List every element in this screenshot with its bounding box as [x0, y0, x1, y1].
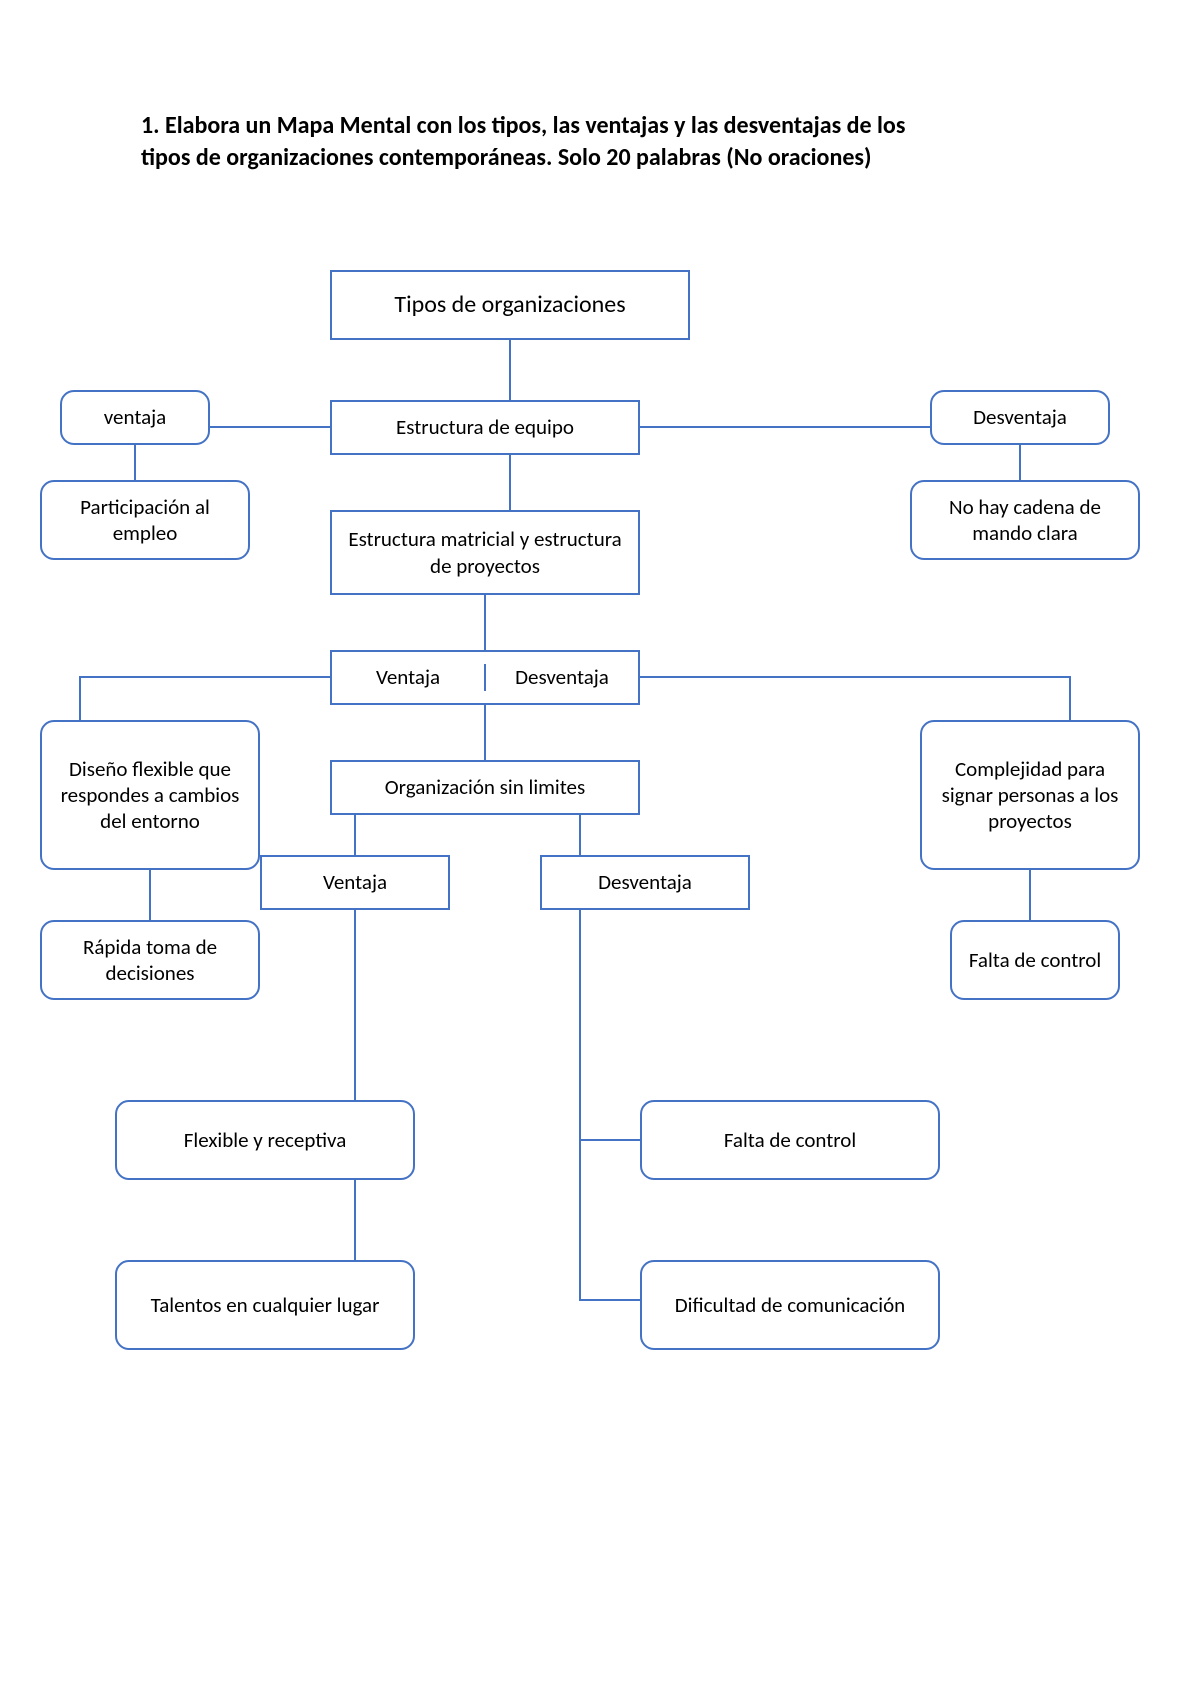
node-n_ventaja1: ventaja: [60, 390, 210, 445]
node-n_desventaja3: Desventaja: [540, 855, 750, 910]
connector: [580, 910, 640, 1300]
node-n_faltactrl3: Falta de control: [640, 1100, 940, 1180]
page-title: 1. Elabora un Mapa Mental con los tipos,…: [141, 110, 921, 175]
node-n_flexrecep: Flexible y receptiva: [115, 1100, 415, 1180]
node-n_talentos: Talentos en cualquier lugar: [115, 1260, 415, 1350]
node-n_diseno: Diseño flexible que respondes a cambios …: [40, 720, 260, 870]
node-n_rapida: Rápida toma de decisiones: [40, 920, 260, 1000]
node-n_equipo: Estructura de equipo: [330, 400, 640, 455]
node-n_vd_split: VentajaDesventaja: [330, 650, 640, 705]
node-n_nocadena: No hay cadena de mando clara: [910, 480, 1140, 560]
node-n_complejidad: Complejidad para signar personas a los p…: [920, 720, 1140, 870]
node-n_particip: Participación al empleo: [40, 480, 250, 560]
node-n_orgsin: Organización sin limites: [330, 760, 640, 815]
node-n_dificultad: Dificultad de comunicación: [640, 1260, 940, 1350]
diagram-canvas: 1. Elabora un Mapa Mental con los tipos,…: [0, 0, 1200, 1697]
node-n_ventaja3: Ventaja: [260, 855, 450, 910]
split-right-desventaja: Desventaja: [486, 664, 638, 690]
connector: [80, 677, 330, 720]
node-n_faltactrl2: Falta de control: [950, 920, 1120, 1000]
split-left-ventaja: Ventaja: [332, 664, 486, 690]
connector: [640, 677, 1070, 720]
node-n_tipos: Tipos de organizaciones: [330, 270, 690, 340]
node-n_matricial: Estructura matricial y estructura de pro…: [330, 510, 640, 595]
node-n_desventaja1: Desventaja: [930, 390, 1110, 445]
